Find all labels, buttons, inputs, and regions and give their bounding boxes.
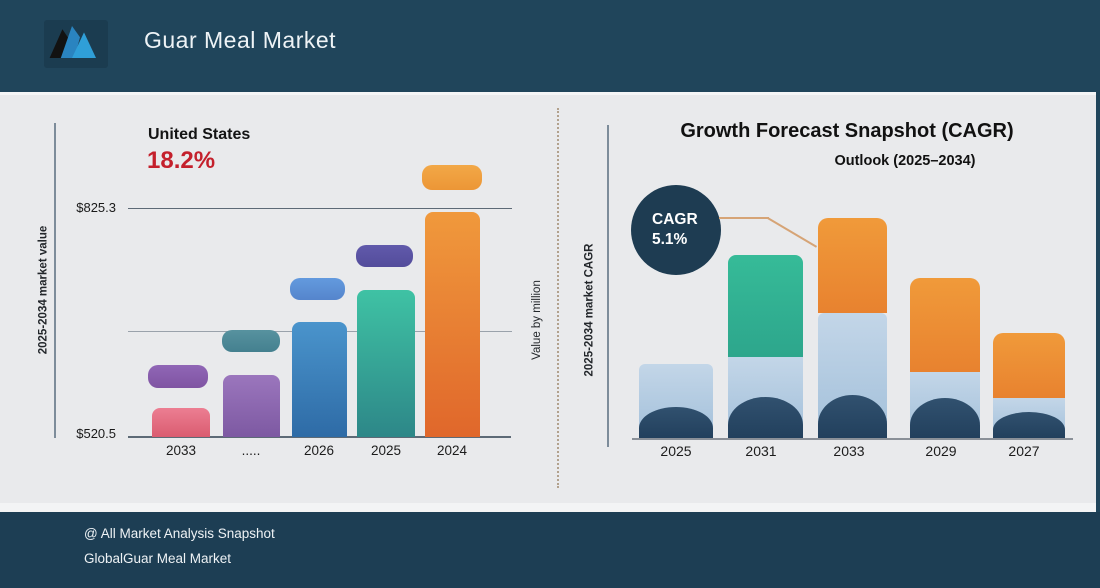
left-xtick-.....: .....	[241, 443, 261, 458]
left-bar-2026	[292, 322, 347, 437]
right-y-axis-label: 2025-2034 market CAGR	[583, 243, 595, 377]
left-bar-cap-2025	[356, 245, 413, 267]
footer-text-line2: GlobalGuar Meal Market	[84, 551, 232, 566]
left-bar-.....	[223, 375, 280, 437]
right-bar-2031-navy_base-segment	[728, 397, 803, 438]
left-chart-title: United States	[148, 126, 251, 143]
center-axis-label: Value by million	[531, 280, 543, 360]
right-bar-2033-orange-segment	[818, 218, 887, 313]
left-y-axis-line	[54, 123, 56, 438]
left-bar-cap-2024	[422, 165, 482, 190]
center-axis-label-wrap: Value by million	[528, 160, 546, 480]
right-xtick-2025: 2025	[660, 443, 692, 459]
left-bar-2024	[425, 212, 480, 437]
right-xtick-2027: 2027	[1008, 443, 1040, 459]
right-bar-2031-teal-segment	[728, 255, 803, 357]
panel-divider-dashed-line	[557, 108, 559, 488]
callout-connector-horizontal	[719, 217, 769, 219]
left-ytick-bottom: $520.5	[76, 426, 116, 441]
page-title: Guar Meal Market	[144, 27, 337, 53]
cagr-badge-label: CAGR	[652, 211, 698, 228]
left-ytick-top: $825.3	[76, 200, 116, 215]
left-bar-2025	[357, 290, 415, 437]
cagr-badge: CAGR 5.1%	[631, 185, 721, 275]
right-bar-2025-navy_base-segment	[639, 407, 713, 438]
right-y-axis-line	[607, 125, 609, 447]
ama-logo	[44, 20, 108, 68]
left-chart-highlight-value: 18.2%	[147, 147, 216, 174]
left-bar-cap-2026	[290, 278, 345, 300]
right-bar-2027-navy_base-segment	[993, 412, 1065, 438]
right-bar-2027-orange-segment	[993, 333, 1065, 398]
left-bar-2033	[152, 408, 210, 437]
left-gridline-top	[128, 208, 512, 209]
right-bar-2029-navy_base-segment	[910, 398, 980, 438]
right-bar-2033-navy_base-segment	[818, 395, 887, 438]
left-bar-cap-2033	[148, 365, 208, 388]
right-x-axis-line	[632, 438, 1073, 440]
right-xtick-2031: 2031	[745, 443, 777, 459]
footer-bar: @ All Market Analysis Snapshot GlobalGua…	[0, 512, 1100, 588]
ama-logo-icon	[49, 26, 96, 58]
footer-text-line1: @ All Market Analysis Snapshot	[84, 526, 275, 541]
left-y-axis-label-wrap: 2025-2034 market value	[34, 125, 52, 455]
right-y-axis-label-wrap: 2025-2034 market CAGR	[580, 150, 598, 470]
cagr-badge-value: 5.1%	[652, 231, 688, 248]
left-y-axis-label: 2025-2034 market value	[37, 225, 50, 355]
right-bar-2029-orange-segment	[910, 278, 980, 372]
right-xtick-2029: 2029	[925, 443, 957, 459]
left-xtick-2033: 2033	[165, 443, 197, 458]
left-xtick-2024: 2024	[436, 443, 468, 458]
right-xtick-2033: 2033	[833, 443, 865, 459]
right-chart-subtitle: Outlook (2025–2034)	[834, 153, 976, 169]
left-bar-cap-.....	[222, 330, 280, 352]
right-chart-title: Growth Forecast Snapshot (CAGR)	[680, 120, 1014, 142]
header-bar: Guar Meal Market	[0, 0, 1100, 92]
left-x-axis-line	[128, 436, 511, 438]
left-xtick-2026: 2026	[303, 443, 335, 458]
left-xtick-2025: 2025	[370, 443, 402, 458]
